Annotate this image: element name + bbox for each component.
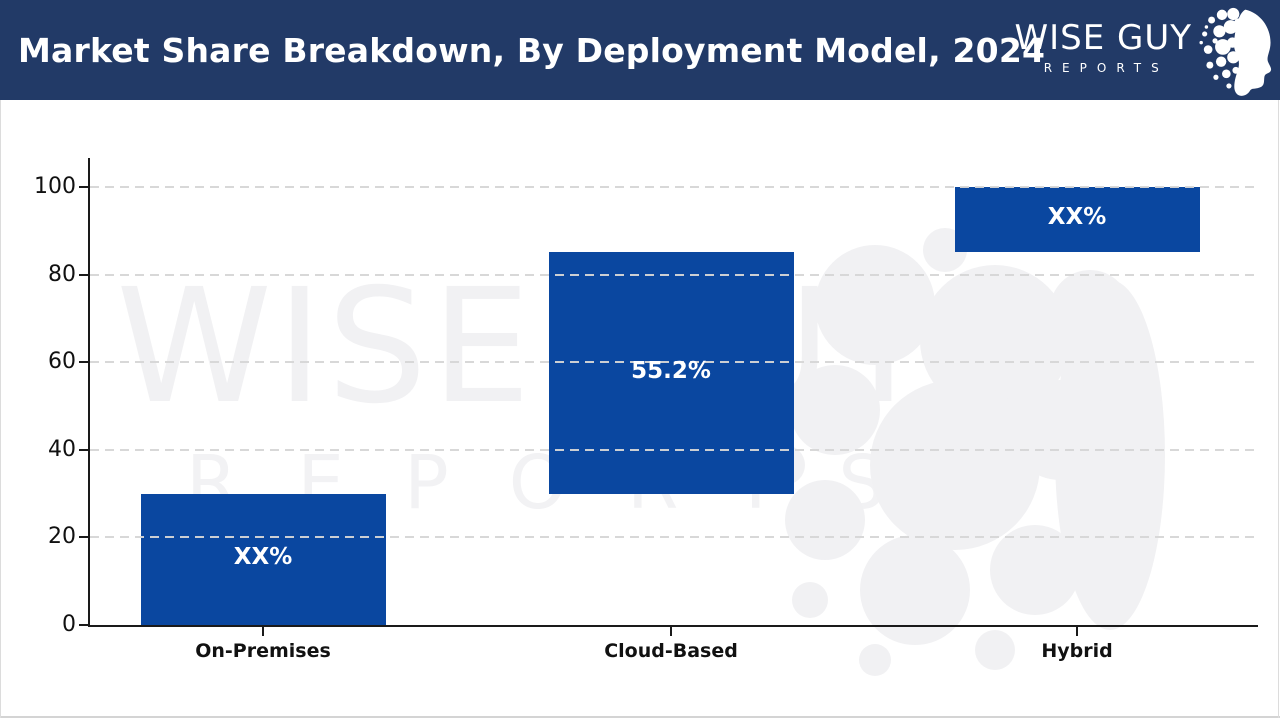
bottom-border	[0, 716, 1280, 718]
bar-segment	[140, 493, 386, 625]
bar-value-label: XX%	[1047, 204, 1107, 231]
page-title: Market Share Breakdown, By Deployment Mo…	[18, 30, 1046, 70]
x-axis-tick	[1076, 627, 1078, 636]
gridline	[90, 361, 1258, 364]
y-axis-tick-label: 0	[62, 612, 76, 637]
bar-segment	[954, 187, 1200, 252]
gridline	[90, 536, 1258, 539]
x-axis-category-label: Hybrid	[1041, 640, 1113, 662]
logo-subtext: REPORTS	[1043, 61, 1169, 75]
left-border	[0, 100, 1, 718]
y-axis-tick-label: 80	[48, 261, 76, 287]
y-axis-tick	[79, 536, 88, 539]
gridline	[90, 448, 1258, 451]
y-axis-tick-label: 20	[48, 524, 76, 550]
gridline	[90, 186, 1258, 188]
y-axis-tick-label: 60	[48, 349, 76, 375]
bar-value-label: 55.2%	[631, 357, 711, 384]
y-axis-tick	[79, 448, 88, 451]
x-axis-category-label: Cloud-Based	[604, 640, 738, 662]
header-bar: Market Share Breakdown, By Deployment Mo…	[0, 0, 1280, 100]
x-axis-category-label: On-Premises	[195, 640, 331, 662]
logo-wordmark: WISE GUY	[1014, 18, 1192, 58]
bar-segment	[548, 251, 794, 494]
x-axis-tick	[670, 627, 672, 636]
y-axis-tick	[79, 273, 88, 276]
y-axis-tick-label: 100	[34, 174, 76, 199]
y-axis-tick	[79, 361, 88, 364]
x-axis-spine	[88, 625, 1258, 627]
bar-value-label: XX%	[233, 544, 293, 571]
y-axis-tick	[79, 624, 88, 626]
gridline	[90, 273, 1258, 276]
y-axis-tick	[79, 186, 88, 188]
x-axis-tick	[262, 627, 264, 636]
right-border	[1278, 100, 1279, 718]
wise-guy-logo: WISE GUY REPORTS	[1014, 4, 1274, 96]
logo-head-icon	[1199, 7, 1272, 96]
y-axis-tick-label: 40	[48, 436, 76, 462]
y-axis-spine	[88, 158, 90, 627]
logo-text: WISE GUY REPORTS	[1014, 18, 1192, 75]
